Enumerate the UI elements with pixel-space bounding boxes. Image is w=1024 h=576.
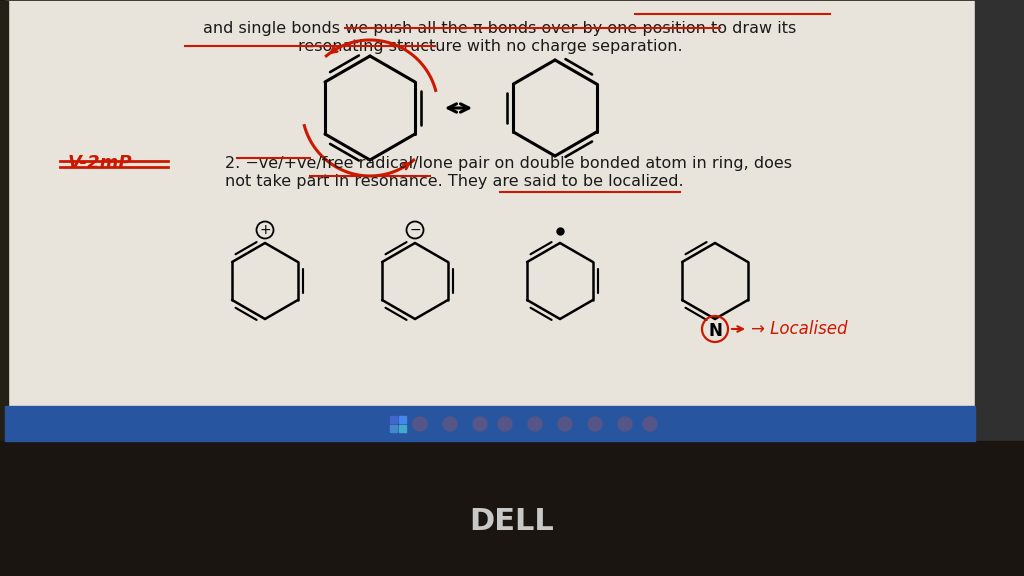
Circle shape (618, 417, 632, 431)
Text: not take part in resonance. They are said to be localized.: not take part in resonance. They are sai… (225, 174, 684, 189)
Text: V-2mP: V-2mP (68, 154, 133, 172)
Circle shape (443, 417, 457, 431)
Text: and single bonds we push all the π bonds over by one position to draw its: and single bonds we push all the π bonds… (204, 21, 797, 36)
Bar (0, 441, 1024, 576)
Circle shape (498, 417, 512, 431)
Bar (5, 406, 975, 441)
Bar (0, 1, 8, 441)
Text: −: − (410, 223, 421, 237)
Text: → Localised: → Localised (751, 320, 848, 338)
Bar (399, 425, 406, 432)
Bar (399, 416, 406, 423)
Circle shape (413, 417, 427, 431)
Text: +: + (259, 223, 270, 237)
Circle shape (643, 417, 657, 431)
Text: resonating structure with no charge separation.: resonating structure with no charge sepa… (298, 39, 682, 54)
Text: N: N (708, 322, 722, 340)
Circle shape (473, 417, 487, 431)
Bar (390, 416, 397, 423)
Circle shape (588, 417, 602, 431)
Bar (390, 425, 397, 432)
Text: DELL: DELL (470, 506, 554, 536)
Text: 2. −ve/+ve/free radical/lone pair on double bonded atom in ring, does: 2. −ve/+ve/free radical/lone pair on dou… (225, 156, 792, 171)
Bar (975, 0, 1024, 476)
Bar (5, 1, 975, 441)
Circle shape (558, 417, 572, 431)
Circle shape (528, 417, 542, 431)
